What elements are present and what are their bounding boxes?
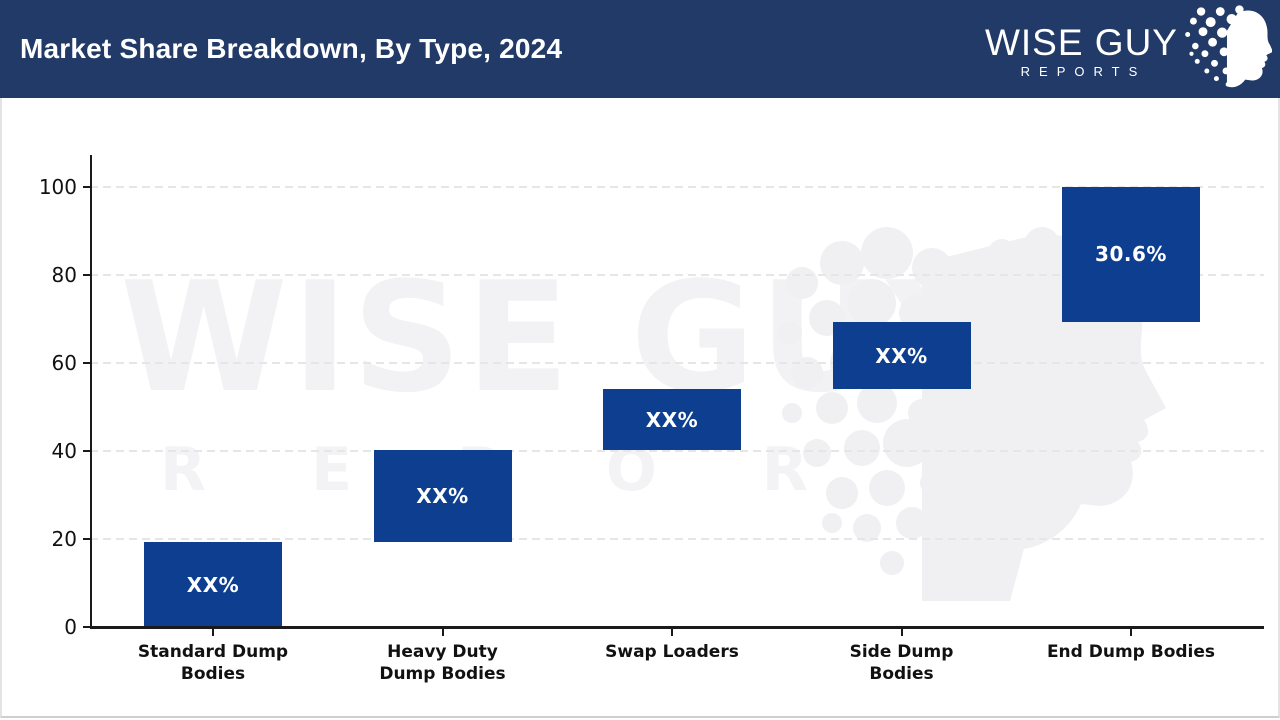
bar-value-label: XX% [416, 484, 469, 509]
gridline [90, 274, 1264, 276]
x-category-label: Side Dump Bodies [849, 642, 954, 684]
bar-value-label: XX% [186, 572, 240, 597]
x-tick [441, 629, 444, 636]
bar-value-label: XX% [875, 343, 928, 368]
gridline [90, 186, 1264, 188]
y-tick [83, 186, 90, 188]
gridline [90, 362, 1264, 364]
plot-area: XX% Standard Dump Bodies XX% Heavy Duty Dum… [2, 98, 1278, 716]
y-tick [83, 626, 90, 628]
x-tick [671, 629, 673, 636]
bar-value-label: 30.6% [1095, 242, 1167, 267]
x-category-label: Heavy Duty Dump Bodies [379, 642, 506, 684]
y-tick [83, 362, 90, 364]
brand-logo-text: WISE GUY REPORTS [984, 21, 1178, 81]
brand-name: WISE GUY [984, 21, 1178, 63]
x-category-label: Standard Dump Bodies [137, 642, 289, 684]
y-tick [83, 450, 90, 452]
bar-segment: XX% [832, 321, 971, 390]
x-tick [900, 629, 903, 636]
bar-segment: XX% [603, 389, 741, 451]
bar-segment: XX% [144, 542, 282, 627]
x-tick [1130, 629, 1132, 636]
y-tick-label: 0 [64, 615, 77, 639]
y-tick-label: 40 [51, 439, 77, 463]
x-category-label: End Dump Bodies [1046, 642, 1216, 662]
x-tick [212, 629, 214, 636]
bar-segment: XX% [373, 450, 512, 543]
bar-value-label: XX% [645, 407, 699, 432]
bar-segment: 30.6% [1062, 187, 1200, 322]
x-axis-line [90, 626, 1264, 629]
y-axis-line [90, 155, 92, 629]
page-title: Market Share Breakdown, By Type, 2024 [20, 33, 563, 64]
x-category-label: Swap Loaders [605, 642, 739, 662]
brand-face-dots-icon [1180, 3, 1273, 95]
y-tick [83, 274, 90, 276]
y-tick-label: 100 [38, 175, 77, 199]
y-tick [83, 538, 90, 540]
brand-subname: REPORTS [1020, 63, 1147, 79]
y-tick-label: 80 [51, 263, 77, 287]
chart-canvas: WISE GUY R E P O R T S [0, 98, 1280, 718]
gridline [90, 538, 1264, 540]
y-tick-label: 20 [51, 527, 77, 551]
header-bar: Market Share Breakdown, By Type, 2024 WI… [0, 0, 1280, 98]
y-tick-label: 60 [51, 351, 77, 375]
gridline [90, 450, 1264, 452]
brand-logo: WISE GUY REPORTS [984, 3, 1273, 95]
